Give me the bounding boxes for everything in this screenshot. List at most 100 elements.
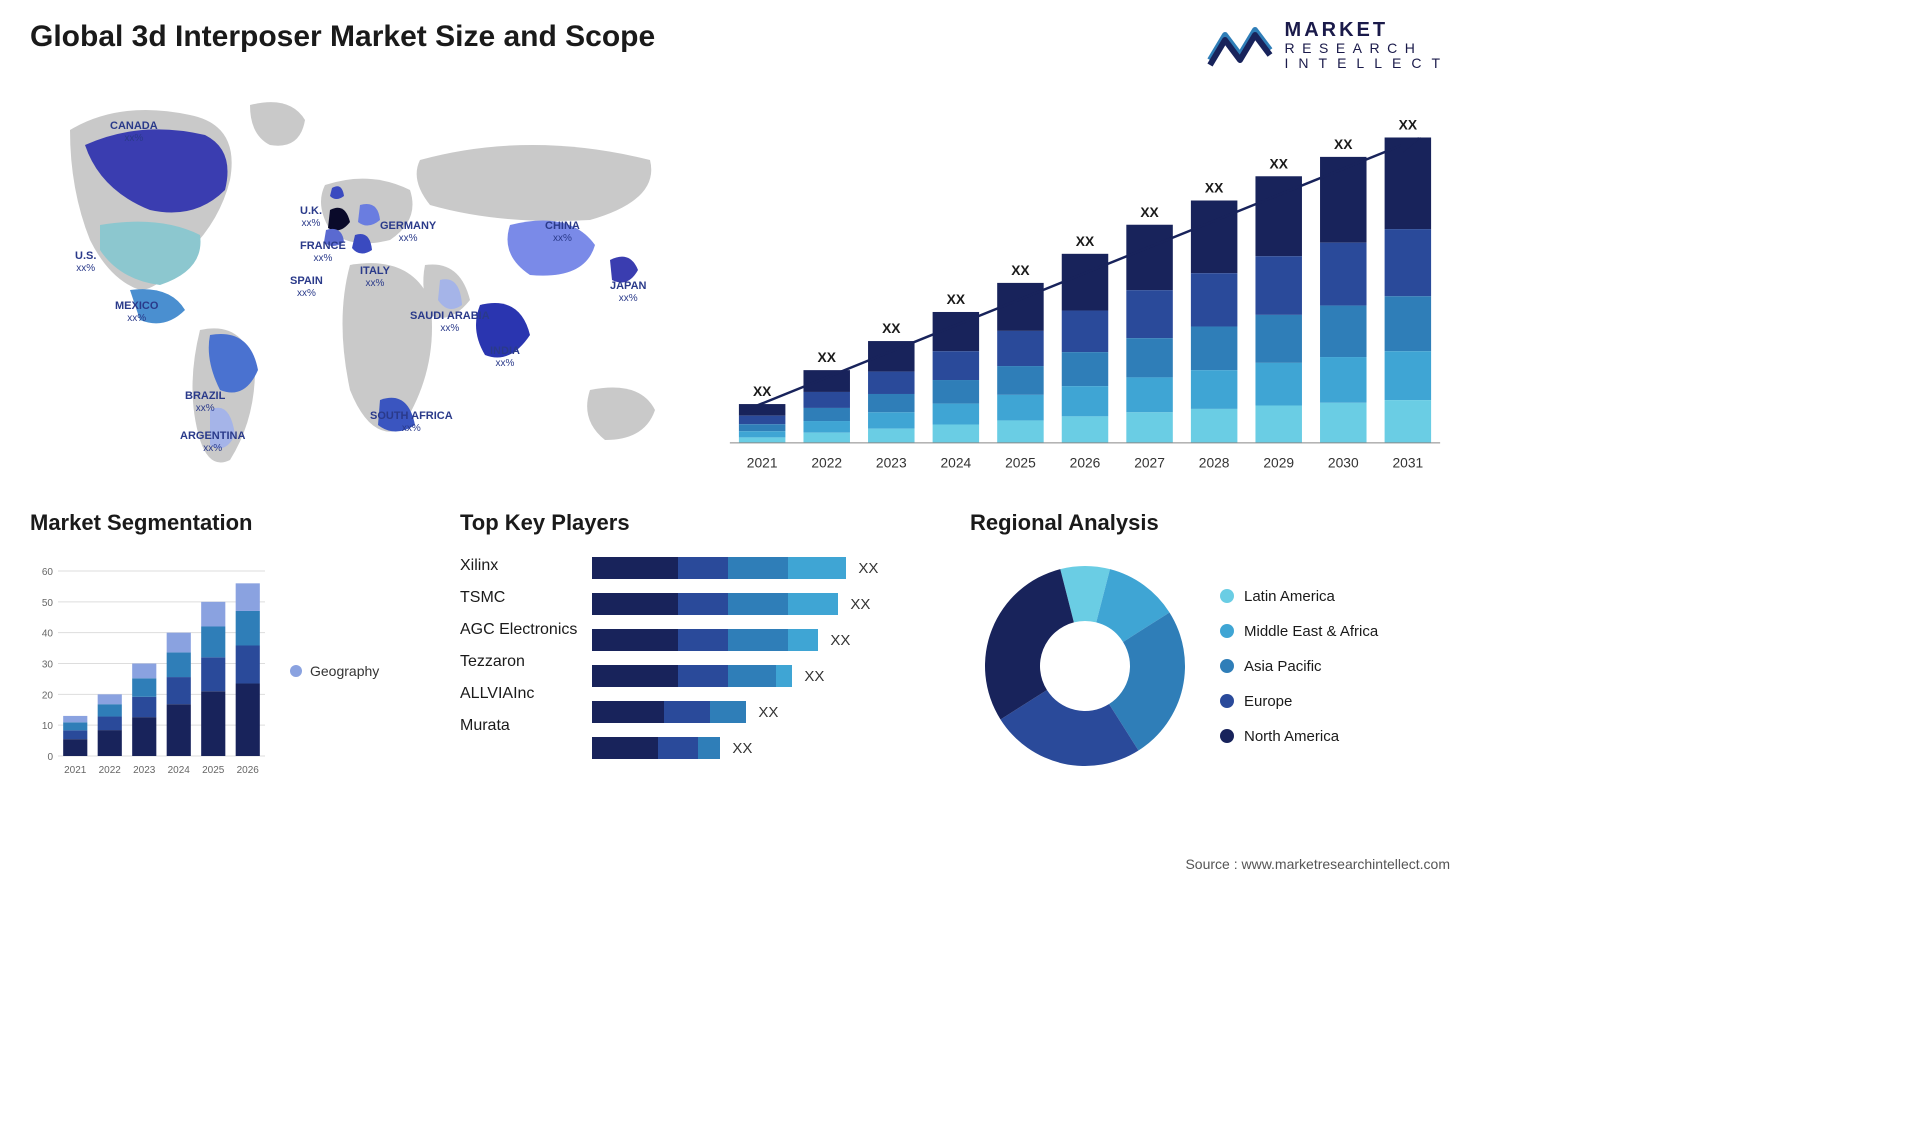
growth-bar-segment: [868, 394, 914, 412]
growth-top-label: XX: [1205, 180, 1224, 196]
growth-bar-segment: [1191, 201, 1237, 274]
regional-legend-item: Europe: [1220, 693, 1378, 710]
growth-bar-segment: [1255, 406, 1301, 443]
svg-text:20: 20: [42, 690, 54, 701]
player-bar: [592, 701, 746, 723]
growth-bar-segment: [1062, 311, 1108, 353]
player-bar-row: XX: [592, 737, 940, 759]
player-bar-segment: [678, 629, 728, 651]
growth-top-label: XX: [1076, 233, 1095, 249]
regional-legend-item: Latin America: [1220, 588, 1378, 605]
player-value: XX: [850, 596, 870, 613]
growth-x-label: 2027: [1134, 455, 1165, 471]
growth-bar-segment: [803, 392, 849, 408]
player-bar-segment: [728, 665, 776, 687]
player-bar-segment: [592, 629, 678, 651]
seg-bar-segment: [98, 704, 122, 716]
map-label: JAPANxx%: [610, 280, 646, 304]
svg-text:50: 50: [42, 598, 54, 609]
seg-bar-segment: [201, 626, 225, 657]
legend-label: Geography: [310, 663, 379, 679]
map-svg: [30, 90, 680, 480]
regional-legend: Latin America Middle East & Africa Asia Pa…: [1220, 588, 1378, 745]
player-bar-segment: [592, 737, 658, 759]
growth-bar-segment: [997, 366, 1043, 395]
seg-bar-segment: [98, 716, 122, 730]
player-bar-row: XX: [592, 593, 940, 615]
growth-x-label: 2030: [1328, 455, 1359, 471]
svg-text:2022: 2022: [99, 765, 122, 776]
player-value: XX: [732, 740, 752, 757]
player-name: Xilinx: [460, 557, 577, 575]
growth-x-label: 2024: [941, 455, 972, 471]
regional-legend-item: Asia Pacific: [1220, 658, 1378, 675]
player-bar-segment: [678, 665, 728, 687]
growth-top-label: XX: [753, 384, 772, 400]
seg-bar-segment: [98, 730, 122, 756]
growth-bar-segment: [1320, 403, 1366, 443]
growth-bar-segment: [1320, 306, 1366, 357]
map-label: SOUTH AFRICAxx%: [370, 410, 453, 434]
regional-legend-item: Middle East & Africa: [1220, 623, 1378, 640]
player-bar-row: XX: [592, 665, 940, 687]
brand-logo: MARKET RESEARCH INTELLECT: [1205, 20, 1450, 70]
regional-legend-label: Latin America: [1244, 588, 1335, 605]
seg-bar-segment: [236, 683, 260, 756]
growth-bar-segment: [933, 404, 979, 425]
growth-bar-segment: [1191, 409, 1237, 443]
map-label: U.K.xx%: [300, 205, 322, 229]
seg-bar-segment: [236, 583, 260, 611]
seg-bar-segment: [132, 717, 156, 756]
player-bar-segment: [678, 593, 728, 615]
player-bar-row: XX: [592, 557, 940, 579]
seg-bar-segment: [63, 722, 87, 730]
donut-slice: [985, 569, 1074, 719]
seg-bar-segment: [236, 611, 260, 646]
map-label: ARGENTINAxx%: [180, 430, 245, 454]
growth-x-label: 2028: [1199, 455, 1230, 471]
player-bar-segment: [592, 593, 678, 615]
player-value: XX: [858, 560, 878, 577]
segmentation-title: Market Segmentation: [30, 510, 430, 536]
seg-bar-segment: [132, 678, 156, 697]
svg-text:2023: 2023: [133, 765, 156, 776]
growth-bar-segment: [803, 421, 849, 433]
growth-bar-segment: [1062, 254, 1108, 311]
growth-bar-segment: [1062, 417, 1108, 443]
map-label: CANADAxx%: [110, 120, 158, 144]
growth-x-label: 2023: [876, 455, 907, 471]
growth-bar-segment: [997, 331, 1043, 366]
logo-line2: RESEARCH: [1285, 41, 1450, 56]
growth-bar-segment: [868, 413, 914, 429]
seg-bar-segment: [236, 645, 260, 683]
player-bar-segment: [776, 665, 792, 687]
map-label: MEXICOxx%: [115, 300, 158, 324]
player-bar-segment: [658, 737, 698, 759]
growth-bar-segment: [997, 421, 1043, 443]
growth-bar-segment: [868, 372, 914, 394]
seg-bar-segment: [201, 691, 225, 756]
growth-bar-segment: [1320, 243, 1366, 306]
player-bar: [592, 629, 818, 651]
seg-bar-segment: [201, 657, 225, 691]
map-label: CHINAxx%: [545, 220, 580, 244]
regional-legend-item: North America: [1220, 728, 1378, 745]
player-bar-segment: [710, 701, 746, 723]
segmentation-legend: Geography: [290, 663, 379, 679]
growth-bar-segment: [868, 429, 914, 443]
map-label: INDIAxx%: [490, 345, 520, 369]
regional-legend-label: Asia Pacific: [1244, 658, 1322, 675]
seg-bar-segment: [63, 730, 87, 739]
growth-bar-segment: [1385, 138, 1431, 230]
regional-legend-label: Middle East & Africa: [1244, 623, 1378, 640]
growth-top-label: XX: [818, 350, 837, 366]
growth-bar-segment: [1385, 229, 1431, 296]
growth-bar-segment: [1191, 371, 1237, 410]
seg-bar-segment: [63, 716, 87, 722]
svg-text:10: 10: [42, 721, 54, 732]
growth-x-label: 2031: [1392, 455, 1423, 471]
source-text: Source : www.marketresearchintellect.com: [1185, 856, 1450, 872]
growth-bar-segment: [739, 416, 785, 425]
player-bar: [592, 665, 792, 687]
map-label: ITALYxx%: [360, 265, 390, 289]
